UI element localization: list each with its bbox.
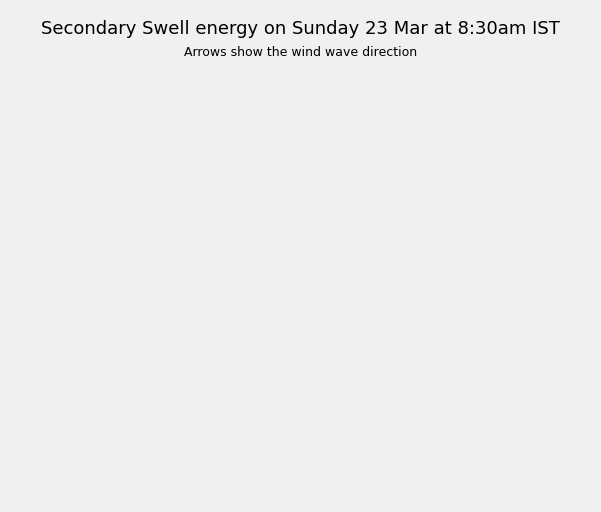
Text: Secondary Swell energy on Sunday 23 Mar at 8:30am IST: Secondary Swell energy on Sunday 23 Mar … (41, 20, 560, 38)
Text: Arrows show the wind wave direction: Arrows show the wind wave direction (184, 46, 417, 59)
